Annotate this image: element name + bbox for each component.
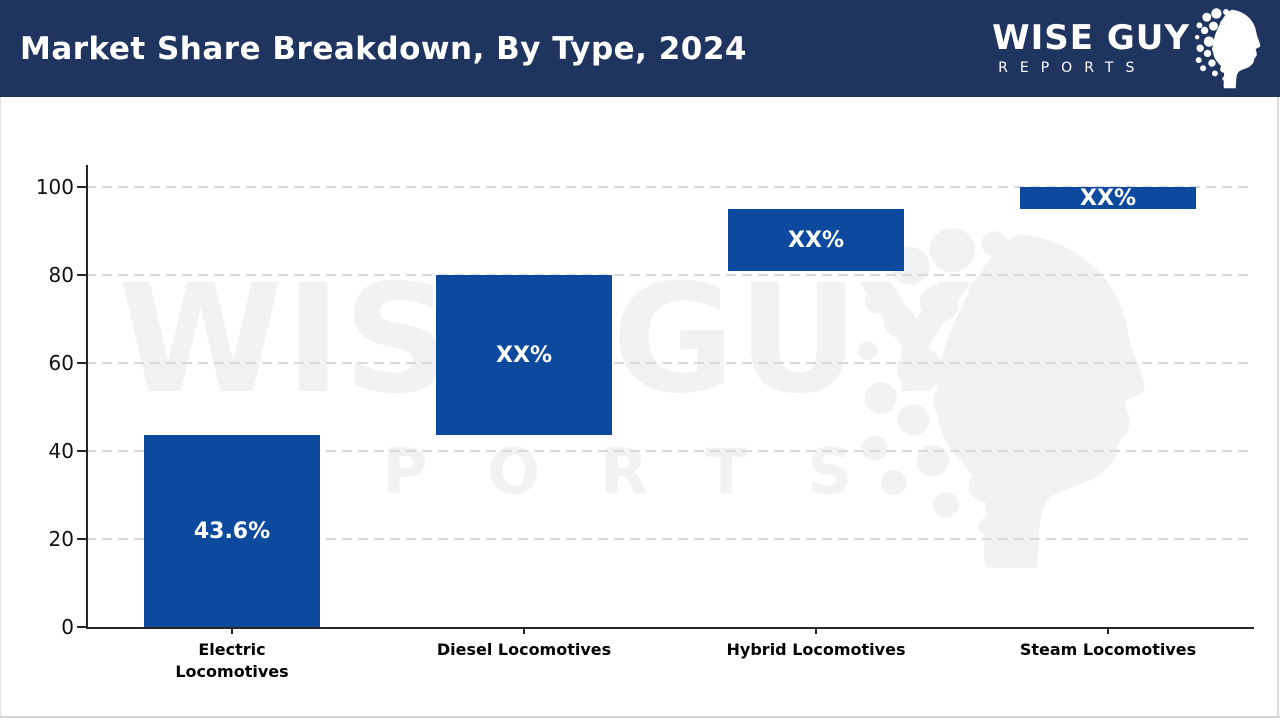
x-axis-line (86, 627, 1254, 629)
page-title: Market Share Breakdown, By Type, 2024 (20, 30, 748, 67)
y-tick-mark (77, 450, 87, 452)
y-axis-line (86, 165, 88, 629)
y-tick-label: 20 (48, 527, 74, 551)
report-header: Market Share Breakdown, By Type, 2024 WI… (0, 0, 1280, 97)
bar: XX% (436, 275, 612, 436)
chart-area: WISE GUY REPORTS 0 20 40 60 80 100 43.6% Electr… (0, 97, 1280, 720)
page-bottom-border (0, 716, 1280, 718)
y-tick-label: 0 (61, 615, 74, 639)
logo-wordmark: WISE GUY (992, 18, 1190, 58)
wise-guy-logo: WISE GUY REPORTS (992, 6, 1270, 92)
bar: XX% (728, 209, 904, 272)
y-tick-label: 60 (48, 351, 74, 375)
bar-value-label: XX% (1080, 185, 1136, 211)
x-category-label: Steam Locomotives (1019, 640, 1197, 659)
x-tick-mark (231, 627, 233, 634)
bar-value-label: XX% (496, 342, 552, 368)
head-logo-icon (1194, 7, 1261, 88)
x-tick-mark (1107, 627, 1109, 634)
logo-subtext: REPORTS (998, 60, 1147, 76)
logo-text: WISE GUY REPORTS (992, 21, 1190, 76)
gridline (86, 274, 1254, 276)
y-tick-mark (77, 274, 87, 276)
x-category-label: Electric Locomotives (175, 640, 289, 681)
bar: 43.6% (144, 435, 320, 627)
page-right-border (1277, 97, 1279, 717)
y-tick-mark (77, 186, 87, 188)
x-category-label: Hybrid Locomotives (726, 640, 906, 659)
gridline (86, 450, 1254, 452)
y-tick-mark (77, 626, 87, 628)
x-tick-mark (523, 627, 525, 634)
y-tick-label: 40 (48, 439, 74, 463)
gridline (86, 186, 1254, 188)
gridline (86, 538, 1254, 540)
gridline (86, 362, 1254, 364)
x-tick-mark (815, 627, 817, 634)
page-left-border (0, 97, 1, 717)
watermark-head-icon (858, 228, 1145, 568)
y-tick-label: 100 (35, 175, 74, 199)
bar-value-label: XX% (788, 227, 844, 253)
x-category-label: Diesel Locomotives (436, 640, 612, 659)
bar-value-label: 43.6% (193, 518, 271, 544)
y-tick-mark (77, 538, 87, 540)
bar: XX% (1020, 185, 1196, 211)
y-tick-mark (77, 362, 87, 364)
y-tick-label: 80 (48, 263, 74, 287)
